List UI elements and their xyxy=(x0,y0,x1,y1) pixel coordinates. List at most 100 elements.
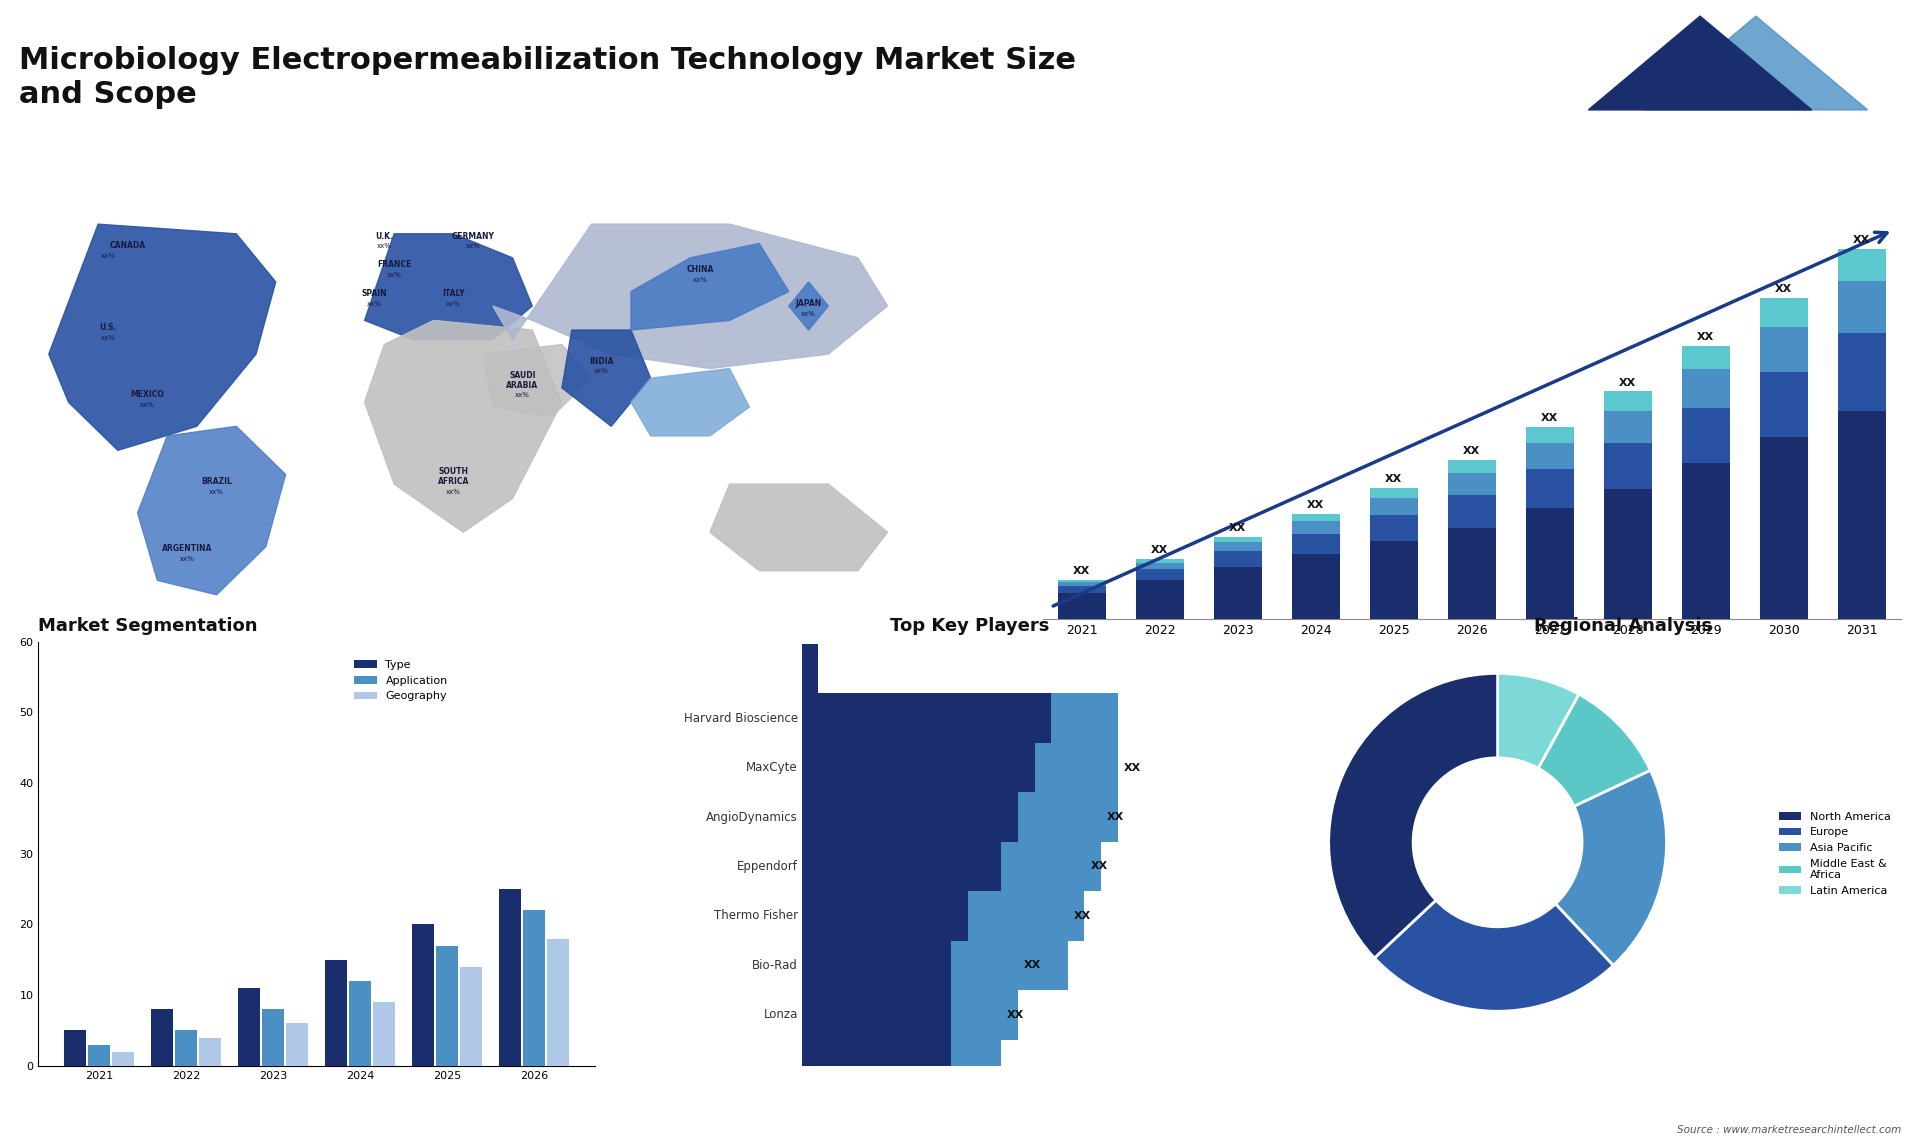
Bar xyxy=(803,644,818,792)
Text: FRANCE: FRANCE xyxy=(376,260,411,269)
Bar xyxy=(1135,570,1185,580)
Text: AngioDynamics: AngioDynamics xyxy=(707,810,799,824)
Text: xx%: xx% xyxy=(100,335,115,340)
Polygon shape xyxy=(493,225,887,369)
Bar xyxy=(1448,473,1496,495)
Text: XX: XX xyxy=(1384,473,1402,484)
Bar xyxy=(1213,537,1261,542)
Wedge shape xyxy=(1498,674,1578,768)
Bar xyxy=(803,693,1050,842)
Bar xyxy=(1837,249,1885,281)
Text: XX: XX xyxy=(1123,762,1140,772)
Bar xyxy=(1448,528,1496,619)
Bar xyxy=(88,1045,109,1066)
Text: U.S.: U.S. xyxy=(100,323,117,332)
Bar xyxy=(1682,369,1730,408)
Bar xyxy=(1058,580,1106,582)
Polygon shape xyxy=(48,225,276,450)
Text: xx%: xx% xyxy=(367,301,382,307)
Bar xyxy=(1213,551,1261,567)
Bar xyxy=(1292,554,1340,619)
Polygon shape xyxy=(365,321,563,532)
Text: Source : www.marketresearchintellect.com: Source : www.marketresearchintellect.com xyxy=(1676,1124,1901,1135)
Bar xyxy=(1292,521,1340,534)
Bar xyxy=(1682,463,1730,619)
Text: xx%: xx% xyxy=(593,368,609,375)
Text: ITALY: ITALY xyxy=(442,289,465,298)
Bar xyxy=(803,792,1018,941)
Bar xyxy=(63,1030,86,1066)
Text: XX: XX xyxy=(1091,862,1108,871)
Text: XX: XX xyxy=(1776,284,1793,295)
Bar xyxy=(1526,426,1574,444)
Text: XX: XX xyxy=(1463,447,1480,456)
Bar xyxy=(1213,542,1261,551)
Bar xyxy=(1369,515,1419,541)
Polygon shape xyxy=(138,426,286,595)
Bar xyxy=(374,1002,396,1066)
Bar xyxy=(238,988,259,1066)
Bar xyxy=(1292,513,1340,521)
Legend: North America, Europe, Asia Pacific, Middle East &
Africa, Latin America: North America, Europe, Asia Pacific, Mid… xyxy=(1774,808,1895,900)
Bar xyxy=(1135,580,1185,619)
Bar xyxy=(1035,743,1100,892)
Bar xyxy=(1058,587,1106,592)
Text: JAPAN: JAPAN xyxy=(795,299,822,308)
Text: GERMANY: GERMANY xyxy=(451,231,495,241)
Text: Microbiology Electropermeabilization Technology Market Size
and Scope: Microbiology Electropermeabilization Tec… xyxy=(19,46,1077,109)
Bar xyxy=(1369,488,1419,499)
Text: xx%: xx% xyxy=(467,243,480,249)
Bar xyxy=(1526,509,1574,619)
Polygon shape xyxy=(789,282,828,330)
Text: xx%: xx% xyxy=(445,488,461,495)
Text: XX: XX xyxy=(1152,545,1169,555)
Text: Eppendorf: Eppendorf xyxy=(737,860,799,873)
Title: Regional Analysis: Regional Analysis xyxy=(1534,617,1713,635)
Polygon shape xyxy=(1588,16,1812,110)
Text: XX: XX xyxy=(1073,911,1091,921)
Text: XX: XX xyxy=(824,713,841,723)
Bar xyxy=(286,1023,309,1066)
Bar xyxy=(1058,582,1106,587)
Text: Market Segmentation: Market Segmentation xyxy=(38,617,257,635)
Bar xyxy=(436,945,459,1066)
Bar xyxy=(1759,327,1809,372)
Polygon shape xyxy=(1644,16,1868,110)
Bar xyxy=(461,967,482,1066)
Text: SAUDI: SAUDI xyxy=(509,371,536,380)
Text: XX: XX xyxy=(1542,413,1559,423)
Text: XX: XX xyxy=(1853,235,1870,245)
Bar xyxy=(1213,567,1261,619)
Bar xyxy=(1526,470,1574,509)
Text: XX: XX xyxy=(1697,332,1715,343)
Bar xyxy=(499,889,520,1066)
Polygon shape xyxy=(632,369,749,435)
Text: xx%: xx% xyxy=(386,272,401,278)
Wedge shape xyxy=(1538,694,1651,807)
Bar xyxy=(803,941,952,1089)
Bar xyxy=(803,743,1035,892)
Text: SPAIN: SPAIN xyxy=(361,289,388,298)
Text: XX: XX xyxy=(1308,500,1325,510)
Text: XX: XX xyxy=(1229,523,1246,533)
Bar xyxy=(522,910,545,1066)
Bar xyxy=(1682,346,1730,369)
Text: xx%: xx% xyxy=(515,392,530,399)
Legend: Type, Application, Geography: Type, Application, Geography xyxy=(349,656,451,706)
Bar xyxy=(150,1010,173,1066)
Bar xyxy=(1448,461,1496,473)
Text: CANADA: CANADA xyxy=(109,241,146,250)
Bar xyxy=(1369,499,1419,515)
Bar xyxy=(1759,437,1809,619)
Bar xyxy=(1682,408,1730,463)
Text: xx%: xx% xyxy=(801,311,816,316)
Bar xyxy=(349,981,371,1066)
Text: AFRICA: AFRICA xyxy=(438,477,468,486)
Text: XX: XX xyxy=(1619,377,1636,387)
Wedge shape xyxy=(1375,900,1613,1011)
Bar xyxy=(1002,842,1068,990)
Text: ARABIA: ARABIA xyxy=(507,380,538,390)
Text: XX: XX xyxy=(1108,813,1125,822)
Bar xyxy=(1369,541,1419,619)
Polygon shape xyxy=(365,234,532,339)
